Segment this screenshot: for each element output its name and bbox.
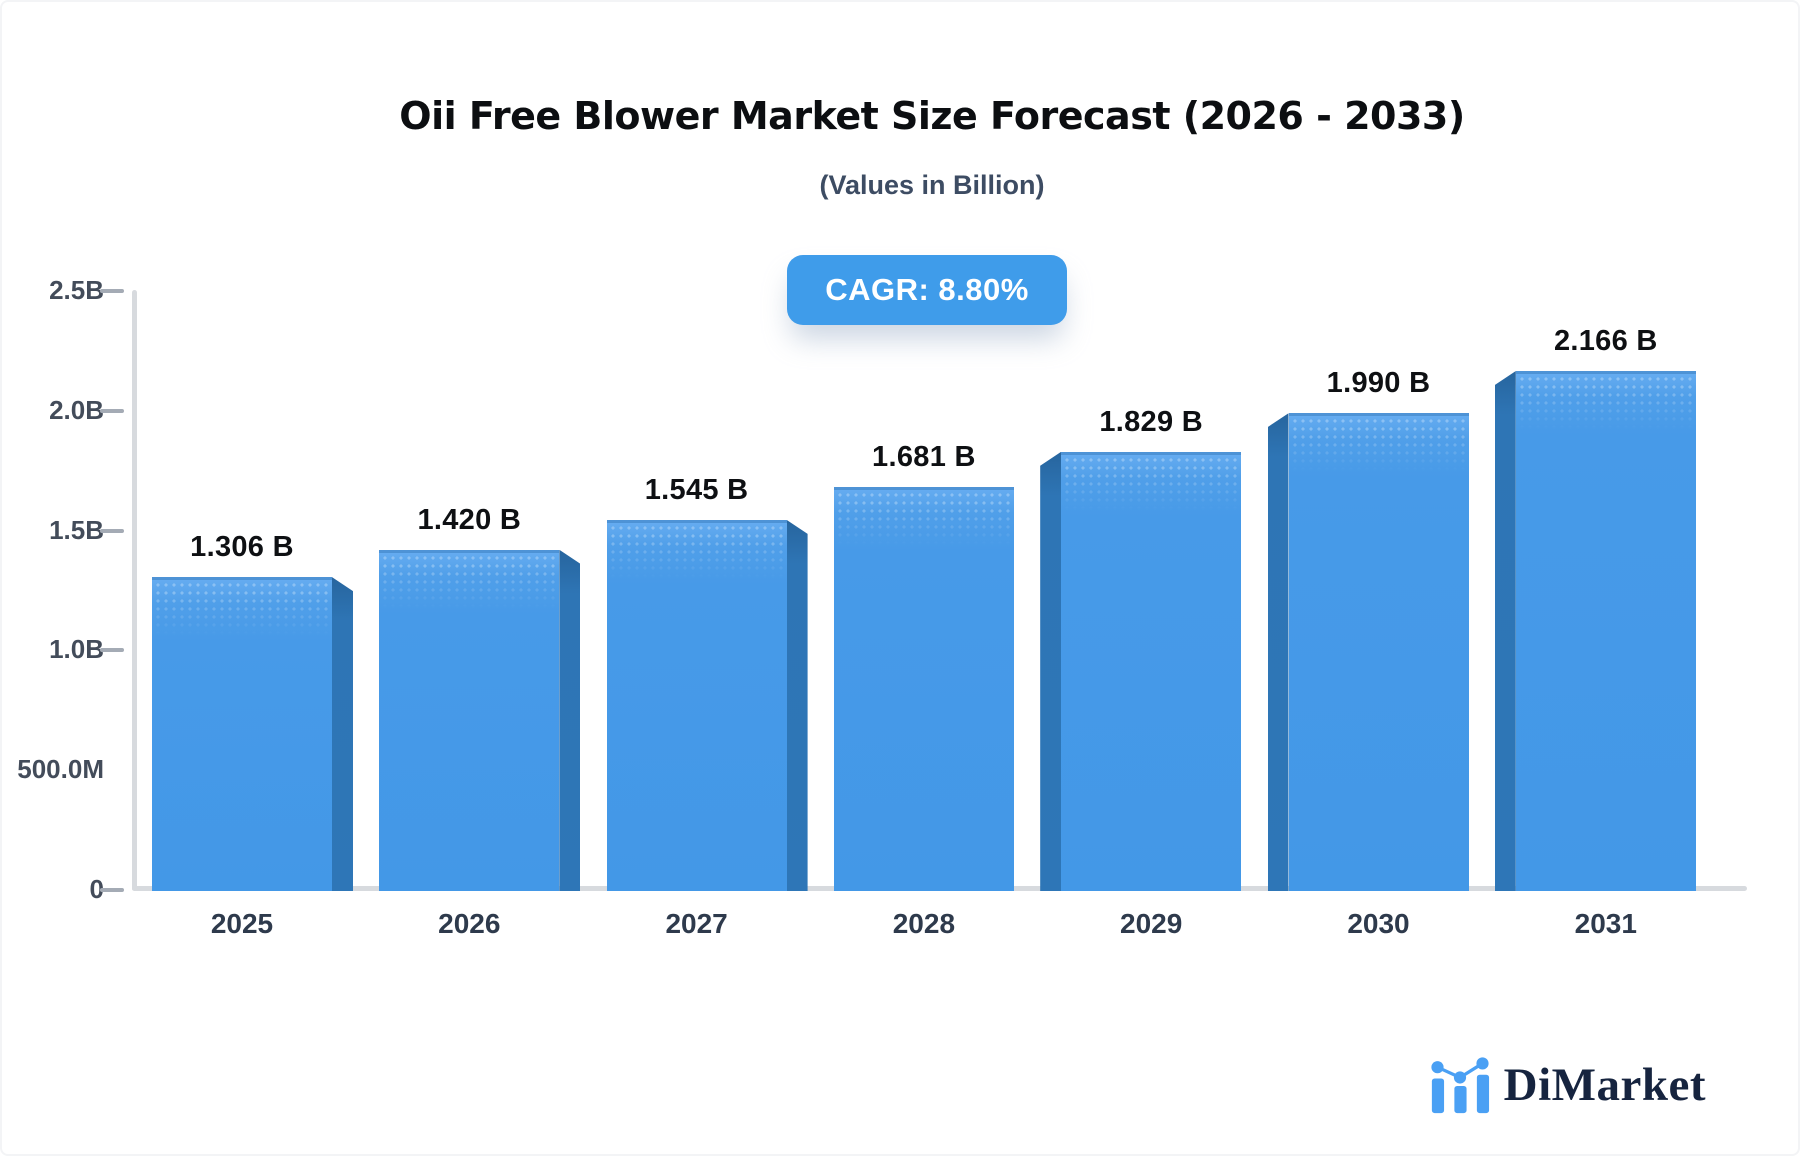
y-axis-tick-label: 1.5B bbox=[49, 514, 104, 545]
y-axis-tick-mark bbox=[100, 648, 124, 653]
x-axis-label-2027: 2027 bbox=[665, 908, 728, 939]
bar-3d-side-2026 bbox=[559, 549, 581, 891]
y-axis-tick-label: 2.5B bbox=[49, 275, 104, 305]
bar-2028 bbox=[833, 487, 1014, 891]
bar-2026 bbox=[379, 549, 560, 891]
y-axis-tick-label: 1.0B bbox=[49, 634, 104, 665]
y-axis-line bbox=[132, 290, 137, 891]
x-axis-label-2025: 2025 bbox=[210, 908, 274, 939]
bar-2030 bbox=[1288, 413, 1469, 891]
x-axis-label-2028: 2028 bbox=[892, 908, 956, 939]
y-axis-tick-label: 500.0M bbox=[17, 754, 104, 785]
chart-subtitle: (Values in Billion) bbox=[819, 170, 1045, 200]
bar-2025 bbox=[152, 577, 332, 891]
bar-value-label: 2.166 B bbox=[1553, 325, 1658, 358]
bar-2029 bbox=[1061, 451, 1242, 891]
y-axis-tick-mark bbox=[100, 408, 124, 413]
bar-3d-side-2027 bbox=[786, 519, 808, 891]
bar-2027 bbox=[606, 519, 787, 891]
chart-title: Oii Free Blower Market Size Forecast (20… bbox=[399, 94, 1465, 138]
bar-value-label: 1.681 B bbox=[872, 441, 976, 474]
brand-name: DiMarket bbox=[1503, 1059, 1706, 1111]
bar-value-label: 1.420 B bbox=[417, 503, 522, 536]
brand-logo: DiMarket bbox=[1430, 1054, 1706, 1116]
bar-3d-side-2030 bbox=[1267, 413, 1289, 891]
bar-3d-side-2031 bbox=[1494, 371, 1516, 891]
y-axis-tick-mark bbox=[100, 289, 124, 293]
y-axis-tick-mark bbox=[100, 528, 124, 533]
bar-value-label: 1.306 B bbox=[190, 531, 294, 564]
bar-value-label: 1.990 B bbox=[1326, 367, 1431, 400]
bar-value-label: 1.545 B bbox=[644, 473, 749, 506]
x-axis-label-2026: 2026 bbox=[438, 908, 501, 939]
x-axis-label-2030: 2030 bbox=[1347, 908, 1410, 939]
bar-3d-side-2029 bbox=[1040, 451, 1062, 891]
y-axis-tick-label: 2.0B bbox=[49, 394, 104, 425]
y-axis-tick-mark bbox=[100, 888, 124, 892]
cagr-badge: CAGR: 8.80% bbox=[787, 255, 1067, 325]
bar-2031 bbox=[1515, 371, 1696, 891]
y-axis-tick-label: 0 bbox=[89, 874, 104, 904]
bar-chart-trend-icon bbox=[1431, 1057, 1489, 1114]
x-axis-label-2031: 2031 bbox=[1574, 908, 1637, 939]
bar-value-label: 1.829 B bbox=[1099, 405, 1204, 438]
bar-3d-side-2025 bbox=[332, 577, 353, 891]
x-axis-label-2029: 2029 bbox=[1120, 908, 1183, 939]
